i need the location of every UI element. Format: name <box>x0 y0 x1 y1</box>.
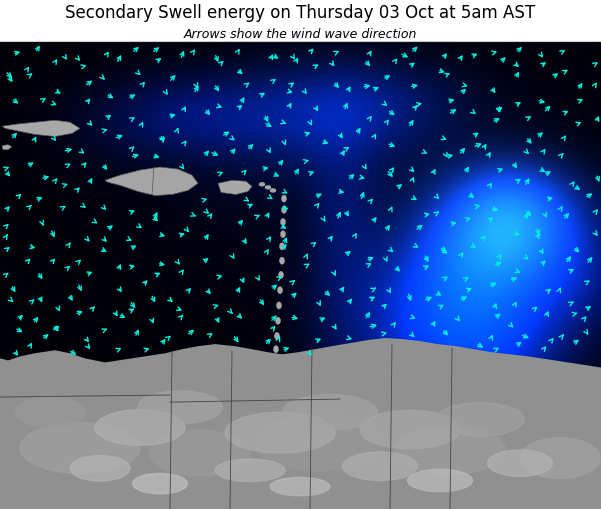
Ellipse shape <box>281 219 285 226</box>
Ellipse shape <box>255 415 385 471</box>
Ellipse shape <box>281 207 287 214</box>
Ellipse shape <box>266 186 270 189</box>
Ellipse shape <box>215 459 285 482</box>
Ellipse shape <box>275 333 279 340</box>
Ellipse shape <box>279 243 284 250</box>
Ellipse shape <box>279 258 284 265</box>
Ellipse shape <box>281 195 287 203</box>
Ellipse shape <box>15 397 85 428</box>
Polygon shape <box>2 146 12 151</box>
Ellipse shape <box>407 469 472 492</box>
Ellipse shape <box>520 438 600 478</box>
Ellipse shape <box>270 477 330 496</box>
Text: Arrows show the wind wave direction: Arrows show the wind wave direction <box>184 27 417 41</box>
Ellipse shape <box>95 410 185 445</box>
Ellipse shape <box>276 302 281 309</box>
Ellipse shape <box>275 318 281 325</box>
Ellipse shape <box>270 189 275 192</box>
Ellipse shape <box>281 231 285 238</box>
Ellipse shape <box>278 272 284 279</box>
Ellipse shape <box>150 430 250 476</box>
Polygon shape <box>2 121 80 137</box>
Ellipse shape <box>436 403 524 436</box>
Ellipse shape <box>343 452 418 480</box>
Polygon shape <box>218 181 252 195</box>
Ellipse shape <box>282 394 377 430</box>
Ellipse shape <box>395 426 505 474</box>
Ellipse shape <box>260 183 264 186</box>
Ellipse shape <box>132 473 188 494</box>
Ellipse shape <box>278 287 282 294</box>
Ellipse shape <box>20 422 140 473</box>
Polygon shape <box>0 338 601 509</box>
Ellipse shape <box>360 410 460 449</box>
Ellipse shape <box>225 412 335 453</box>
Ellipse shape <box>487 450 552 476</box>
Ellipse shape <box>70 456 130 481</box>
Text: Secondary Swell energy on Thursday 03 Oct at 5am AST: Secondary Swell energy on Thursday 03 Oc… <box>66 5 535 22</box>
Ellipse shape <box>273 346 278 353</box>
Ellipse shape <box>138 391 222 423</box>
Polygon shape <box>105 167 198 196</box>
